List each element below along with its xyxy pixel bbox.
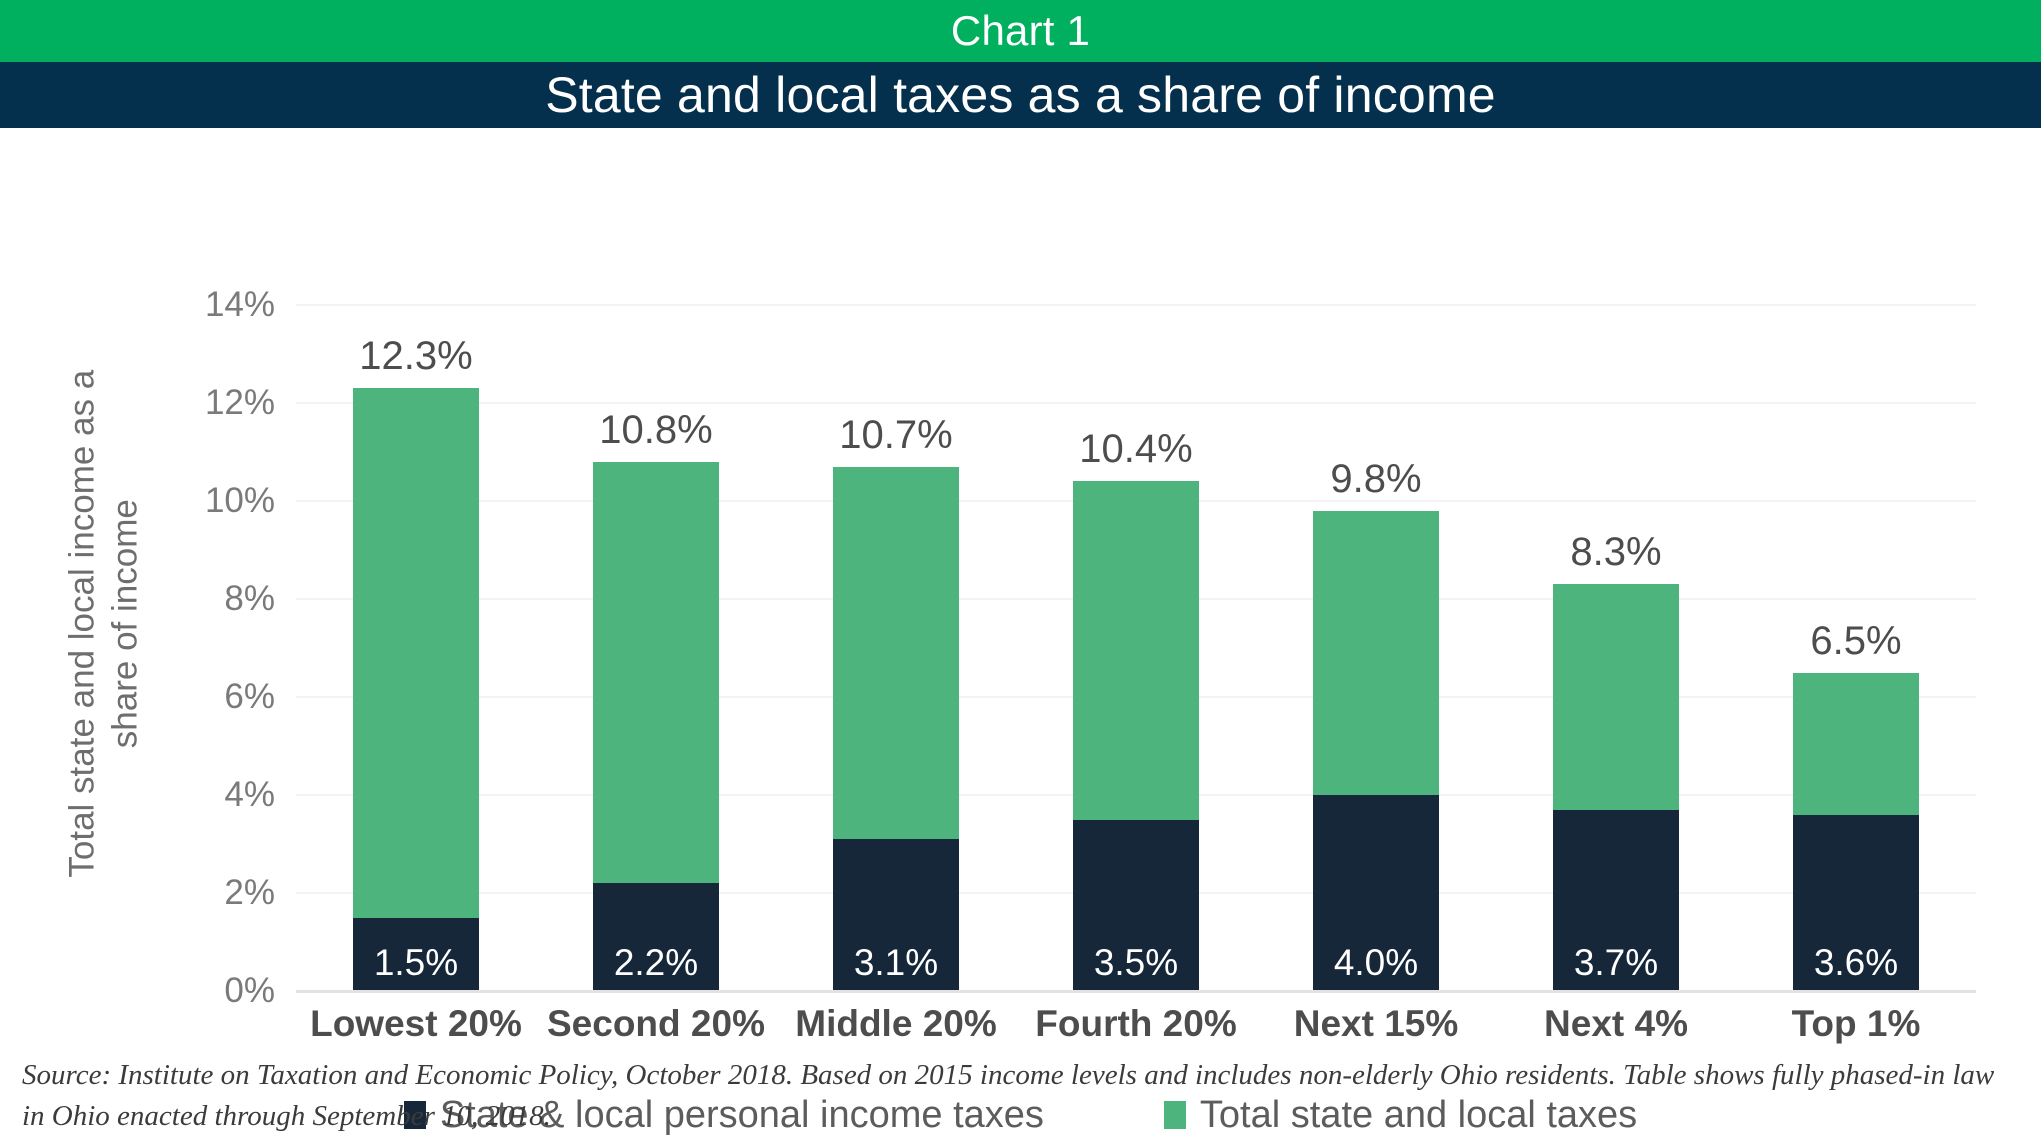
stacked-bar[interactable]: 3.5% 10.4% bbox=[1073, 429, 1199, 991]
bar-value-label-income: 4.0% bbox=[1333, 942, 1419, 983]
axis-baseline bbox=[296, 990, 1976, 993]
bar-segment-total-taxes[interactable] bbox=[1313, 510, 1439, 795]
chart-title-band: State and local taxes as a share of inco… bbox=[0, 62, 2041, 128]
bar-value-label-income: 3.7% bbox=[1573, 942, 1659, 983]
bar-segment-total-taxes[interactable] bbox=[833, 466, 959, 840]
bar-value-label-total: 10.4% bbox=[1079, 427, 1193, 472]
bar-segment-income-taxes[interactable]: 3.7% bbox=[1553, 809, 1679, 991]
bar-value-label-income: 3.6% bbox=[1813, 942, 1899, 983]
y-axis-tick-14pct: 14% bbox=[204, 285, 275, 324]
legend-swatch-icon bbox=[403, 1101, 426, 1129]
chart-legend: State & local personal income taxes Total… bbox=[0, 1096, 2041, 1134]
chart-area: Total state and local income as a share … bbox=[0, 128, 2041, 1134]
y-axis-tick-6pct: 6% bbox=[224, 677, 275, 716]
bar-value-label-income: 3.1% bbox=[853, 942, 939, 983]
legend-item[interactable]: State & local personal income taxes bbox=[403, 1094, 1044, 1136]
y-axis-tick-10pct: 10% bbox=[204, 481, 275, 520]
x-axis-label: Middle 20% bbox=[795, 1003, 997, 1044]
y-axis-tick-4pct: 4% bbox=[224, 775, 275, 814]
x-axis-label: Fourth 20% bbox=[1035, 1003, 1237, 1044]
bar-segment-income-taxes[interactable]: 2.2% bbox=[593, 883, 719, 991]
bar-segment-income-taxes[interactable]: 4.0% bbox=[1313, 795, 1439, 991]
y-axis-tick-2pct: 2% bbox=[224, 873, 275, 912]
bar-value-label-income: 3.5% bbox=[1093, 942, 1179, 983]
gridline bbox=[296, 304, 1976, 306]
stacked-bar[interactable]: 3.1% 10.7% bbox=[833, 415, 959, 991]
bar-segment-income-taxes[interactable]: 1.5% bbox=[353, 917, 479, 991]
bar-segment-total-taxes[interactable] bbox=[593, 461, 719, 884]
bar-segment-total-taxes[interactable] bbox=[1793, 672, 1919, 815]
bar-value-label-income: 1.5% bbox=[373, 942, 459, 983]
y-axis-tick-0pct: 0% bbox=[224, 971, 275, 1010]
source-note: Source: Institute on Taxation and Econom… bbox=[22, 1059, 1995, 1133]
legend-label: Total state and local taxes bbox=[1199, 1094, 1638, 1136]
plot-area: 1.5% 12.3% 2.2% 10.8% 3.1% 10.7% 3.5% 10.4% 4.0%… bbox=[296, 304, 1976, 993]
y-axis-tick-labels: 0% 2% 4% 6% 8% 10% 12% 14% bbox=[150, 128, 275, 1038]
x-axis-category-labels: Lowest 20% Second 20% Middle 20% Fourth 20%… bbox=[296, 1005, 1976, 1059]
legend-label: State & local personal income taxes bbox=[439, 1094, 1044, 1136]
x-axis-label: Top 1% bbox=[1791, 1003, 1921, 1044]
bar-value-label-total: 12.3% bbox=[359, 334, 473, 379]
bar-segment-income-taxes[interactable]: 3.6% bbox=[1793, 814, 1919, 991]
bar-value-label-total: 10.7% bbox=[839, 412, 953, 457]
y-axis-title: Total state and local income as a share … bbox=[62, 369, 144, 878]
bar-value-label-total: 6.5% bbox=[1810, 618, 1902, 663]
bar-value-label-total: 9.8% bbox=[1330, 456, 1422, 501]
chart-number-band: Chart 1 bbox=[0, 0, 2041, 62]
legend-item[interactable]: Total state and local taxes bbox=[1163, 1094, 1638, 1136]
chart-title: State and local taxes as a share of inco… bbox=[545, 67, 1496, 123]
bar-segment-total-taxes[interactable] bbox=[353, 388, 479, 918]
bar-segment-income-taxes[interactable]: 3.5% bbox=[1073, 819, 1199, 991]
stacked-bar[interactable]: 4.0% 9.8% bbox=[1313, 459, 1439, 991]
y-axis-tick-8pct: 8% bbox=[224, 579, 275, 618]
stacked-bar[interactable]: 3.7% 8.3% bbox=[1553, 532, 1679, 991]
y-axis-tick-12pct: 12% bbox=[204, 383, 275, 422]
x-axis-label: Second 20% bbox=[547, 1003, 765, 1044]
x-axis-label: Next 4% bbox=[1544, 1003, 1688, 1044]
gridline bbox=[296, 402, 1976, 404]
x-axis-label: Next 15% bbox=[1293, 1003, 1459, 1044]
bar-value-label-income: 2.2% bbox=[613, 942, 699, 983]
bar-value-label-total: 10.8% bbox=[599, 407, 713, 452]
stacked-bar[interactable]: 2.2% 10.8% bbox=[593, 410, 719, 991]
bar-value-label-total: 8.3% bbox=[1570, 530, 1662, 575]
bar-segment-total-taxes[interactable] bbox=[1553, 584, 1679, 810]
bar-segment-income-taxes[interactable]: 3.1% bbox=[833, 839, 959, 991]
x-axis-label: Lowest 20% bbox=[310, 1003, 522, 1044]
stacked-bar[interactable]: 1.5% 12.3% bbox=[353, 336, 479, 991]
bar-segment-total-taxes[interactable] bbox=[1073, 481, 1199, 820]
stacked-bar[interactable]: 3.6% 6.5% bbox=[1793, 621, 1919, 991]
chart-number-label: Chart 1 bbox=[950, 7, 1091, 54]
legend-swatch-icon bbox=[1163, 1101, 1186, 1129]
